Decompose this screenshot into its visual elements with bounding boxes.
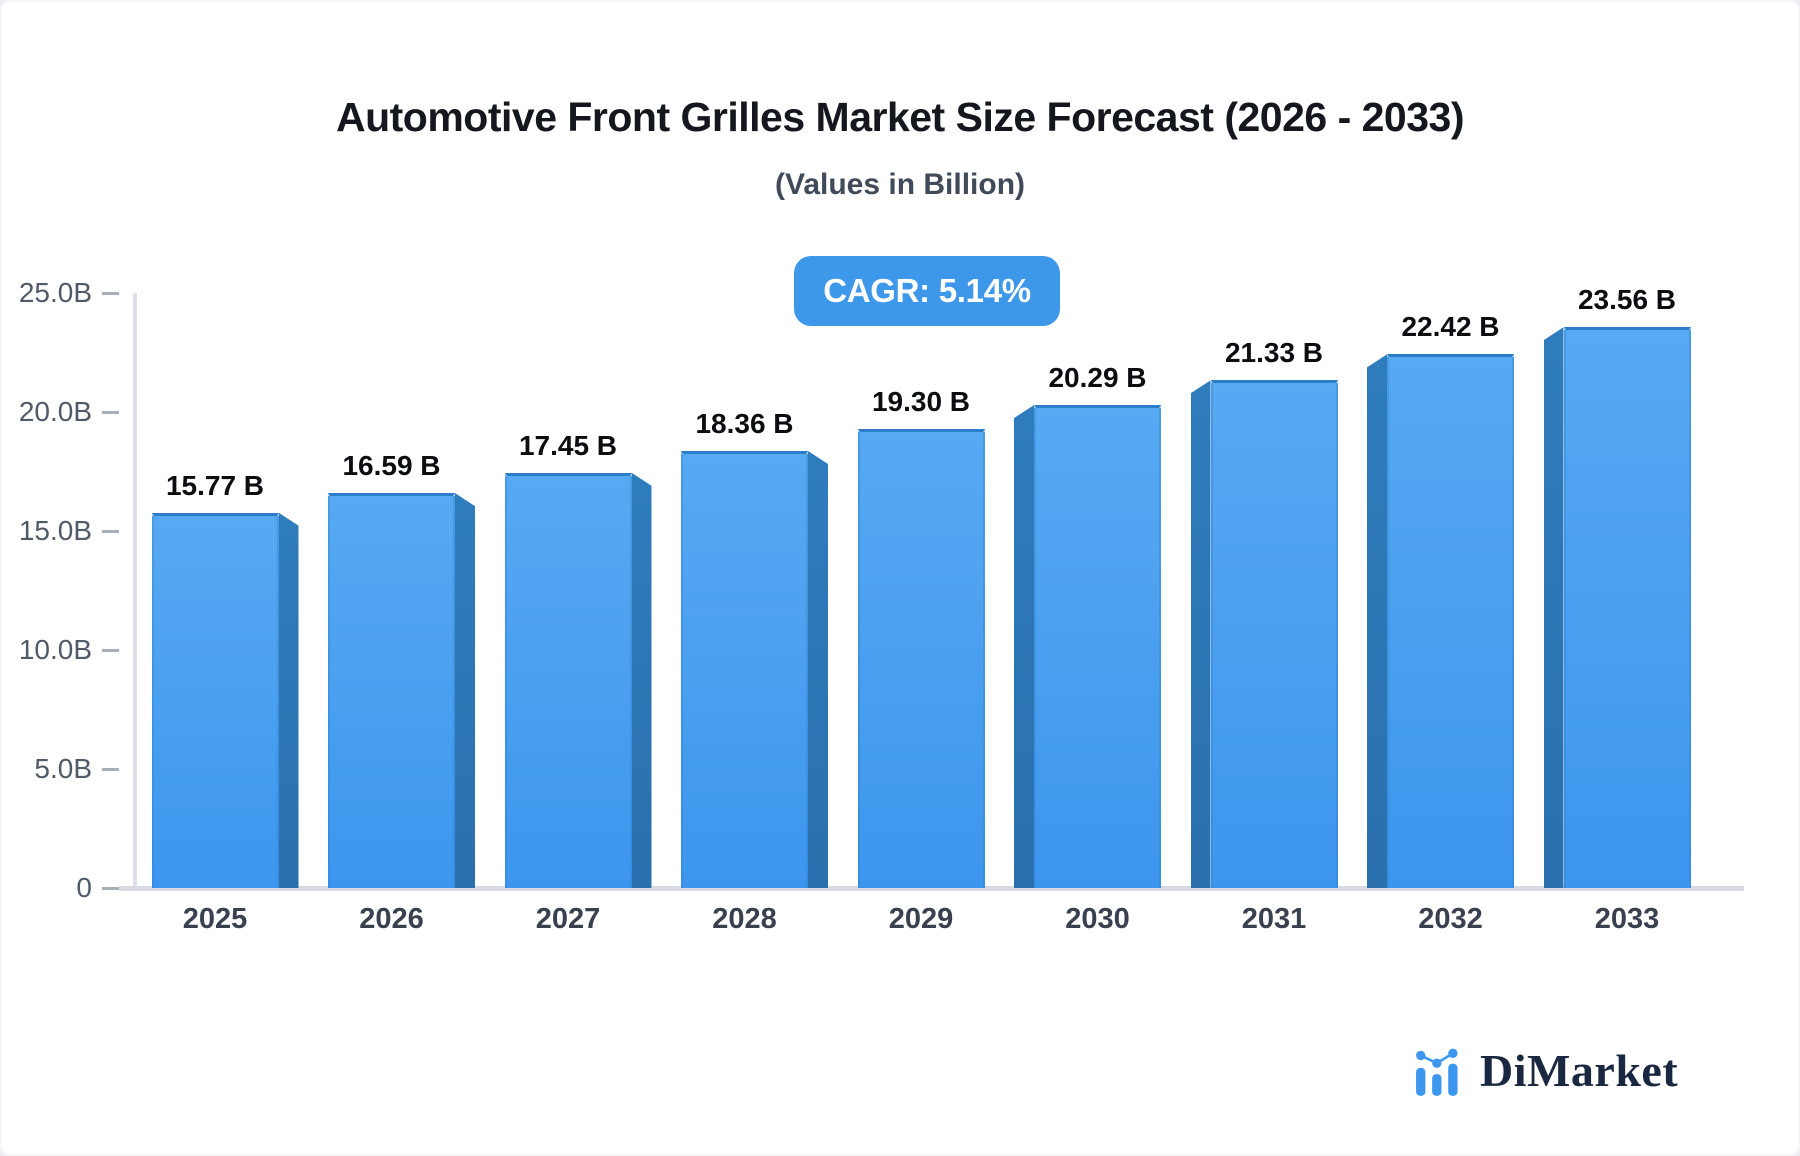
- bar-value-label-2030: 20.29 B: [1048, 362, 1147, 394]
- dimarket-logo-text: DiMarket: [1480, 1045, 1679, 1096]
- y-tick-dash: [102, 887, 119, 890]
- bar-side-2025: [278, 512, 299, 888]
- y-tick-label-15.0B: 15.0B: [18, 515, 92, 546]
- x-tick-label-2033: 2033: [1594, 903, 1660, 935]
- y-tick-dash: [102, 292, 119, 295]
- y-tick-label-20.0B: 20.0B: [18, 396, 92, 427]
- bar-side-2031: [1190, 380, 1211, 888]
- bar-2033: [1563, 327, 1691, 888]
- y-tick-label-25.0B: 25.0B: [18, 277, 92, 308]
- bar-value-label-2033: 23.56 B: [1577, 284, 1677, 316]
- bar-side-2026: [455, 493, 475, 888]
- x-tick-label-2032: 2032: [1418, 903, 1483, 935]
- dimarket-logo: DiMarket: [1408, 1042, 1728, 1102]
- bar-2030: [1034, 405, 1161, 888]
- y-tick-label-0: 0: [76, 872, 92, 903]
- bar-2025: [151, 512, 279, 888]
- y-tick-label-5.0B: 5.0B: [34, 753, 92, 784]
- y-tick-label-10.0B: 10.0B: [18, 634, 92, 665]
- bar-2029: [857, 428, 985, 888]
- bar-side-2030: [1014, 405, 1034, 888]
- bar-2028: [681, 451, 808, 888]
- x-tick-label-2029: 2029: [888, 903, 954, 935]
- bar-value-label-2029: 19.30 B: [871, 385, 971, 417]
- x-tick-label-2031: 2031: [1241, 903, 1307, 935]
- chart-subtitle: (Values in Billion): [774, 168, 1026, 201]
- y-tick-dash: [102, 768, 119, 771]
- chart-title: Automotive Front Grilles Market Size For…: [336, 94, 1465, 140]
- y-tick-dash: [102, 530, 119, 533]
- x-axis-line: [119, 886, 1744, 891]
- x-tick-label-2028: 2028: [712, 903, 777, 935]
- bar-value-label-2031: 21.33 B: [1224, 337, 1324, 369]
- x-tick-label-2030: 2030: [1065, 903, 1130, 935]
- bar-side-2027: [631, 472, 652, 888]
- x-tick-label-2026: 2026: [359, 903, 424, 935]
- bar-value-label-2032: 22.42 B: [1401, 311, 1500, 343]
- bar-value-label-2028: 18.36 B: [695, 408, 794, 440]
- bar-2027: [504, 472, 632, 888]
- y-tick-dash: [102, 411, 119, 414]
- bar-side-2032: [1367, 354, 1387, 888]
- dimarket-logo-icon: [1416, 1048, 1458, 1096]
- x-tick-label-2027: 2027: [535, 903, 601, 935]
- y-axis-line: [133, 293, 137, 890]
- bar-value-label-2026: 16.59 B: [342, 450, 441, 482]
- y-tick-dash: [102, 649, 119, 652]
- bar-value-label-2025: 15.77 B: [165, 469, 265, 501]
- bar-side-2033: [1543, 327, 1564, 888]
- x-tick-label-2025: 2025: [182, 903, 248, 935]
- bar-value-label-2027: 17.45 B: [518, 429, 618, 461]
- bar-2026: [328, 493, 455, 888]
- cagr-badge: CAGR: 5.14%: [794, 256, 1060, 326]
- bar-2031: [1210, 380, 1338, 888]
- bar-side-2028: [808, 451, 828, 888]
- bar-2032: [1387, 354, 1514, 888]
